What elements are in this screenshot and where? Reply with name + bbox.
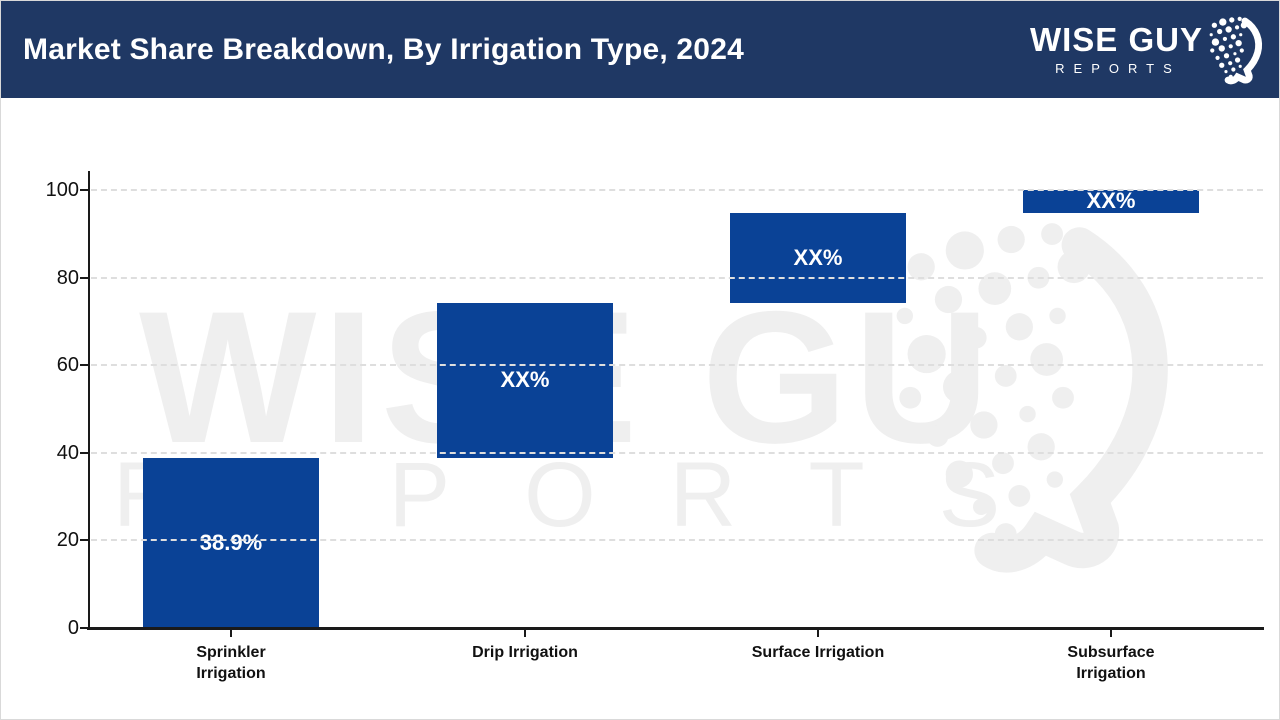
bar-value-label: XX% [793,244,843,270]
x-category-label: Drip Irrigation [472,644,578,661]
y-tick-100 [80,189,89,191]
y-tick-0 [80,627,89,629]
y-tick-label-80: 80 [56,266,79,289]
gridline-100 [91,189,1263,191]
y-tick-20 [80,539,89,542]
bar-value-label: XX% [1086,188,1136,214]
bar-segment: XX% [437,303,613,458]
logo-wordmark: WISE GUY [1029,21,1203,58]
x-axis-line [87,627,1264,630]
x-tick [1110,628,1112,637]
x-tick [524,628,526,637]
y-tick-label-60: 60 [56,354,79,377]
page-title: Market Share Breakdown, By Irrigation Ty… [23,32,744,66]
x-tick [817,628,819,637]
logo-text: WISE GUY REPORTS [1030,23,1203,76]
watermark-face-icon [896,223,1168,573]
x-category-label: Surface Irrigation [751,644,885,661]
bar-value-label: XX% [500,367,550,393]
y-tick-80 [80,276,89,279]
gridline-80 [91,276,1263,279]
y-axis-line [88,171,90,630]
y-tick-60 [80,364,89,367]
y-tick-label-0: 0 [67,617,79,639]
logo-subtext: REPORTS [1055,61,1181,76]
y-tick-40 [80,451,89,454]
y-tick-label-100: 100 [45,179,79,201]
x-tick [230,628,232,637]
bar-segment: XX% [730,212,906,303]
gridline-40 [91,451,1263,454]
gridline-20 [91,539,1263,542]
bar-segment: 38.9% [143,457,319,628]
bar-value-label: 38.9% [199,529,263,555]
header: Market Share Breakdown, By Irrigation Ty… [1,1,1279,98]
x-category-label: Sprinkler Irrigation [196,644,266,682]
wise-guy-logo: WISE GUY REPORTS [1030,12,1265,88]
logo-face-icon [1209,16,1263,84]
y-tick-label-40: 40 [56,441,79,464]
gridline-60 [91,364,1263,367]
x-category-label: Subsurface Irrigation [1067,644,1155,682]
bar-segment: XX% [1023,188,1199,214]
y-tick-label-20: 20 [56,529,79,552]
